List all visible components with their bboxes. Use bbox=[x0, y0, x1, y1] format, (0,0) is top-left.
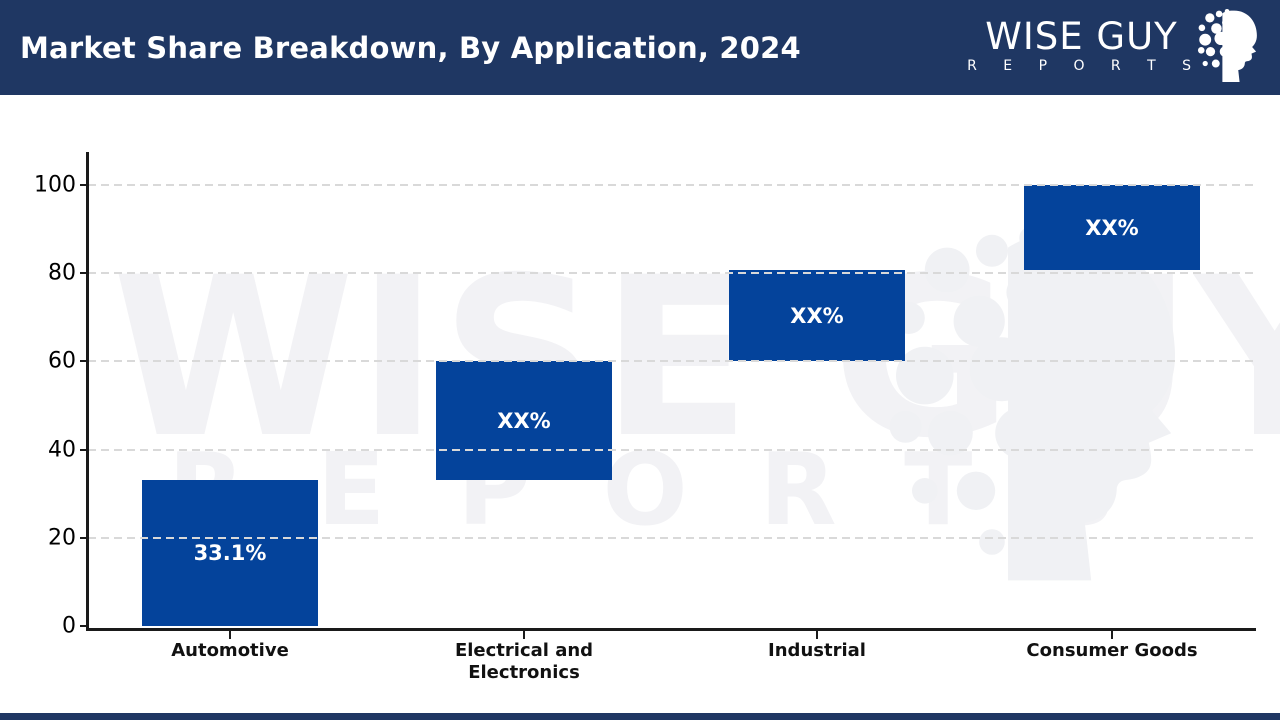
bar-value-label: XX% bbox=[790, 303, 844, 328]
footer-bar bbox=[0, 713, 1280, 720]
bar-value-label: 33.1% bbox=[193, 541, 267, 565]
y-tick-80 bbox=[80, 272, 88, 275]
y-tick-label-60: 60 bbox=[48, 348, 76, 374]
y-tick-40 bbox=[80, 448, 88, 451]
y-tick-100 bbox=[80, 184, 88, 186]
brand-logo-text: WISE GUY R E P O R T S bbox=[961, 15, 1202, 74]
y-tick-label-20: 20 bbox=[48, 525, 76, 551]
bar-segment: XX% bbox=[436, 361, 612, 481]
brand-subname: R E P O R T S bbox=[967, 57, 1202, 74]
gridline-80 bbox=[88, 272, 1256, 275]
y-tick-label-100: 100 bbox=[34, 172, 76, 198]
x-tick bbox=[523, 630, 525, 639]
y-tick-label-40: 40 bbox=[48, 437, 76, 463]
y-tick-0 bbox=[80, 625, 88, 627]
category-label: Industrial bbox=[768, 640, 866, 661]
category-label: Electrical and Electronics bbox=[454, 640, 594, 683]
y-tick-60 bbox=[80, 360, 88, 363]
gridline-20 bbox=[88, 536, 1256, 539]
gridline-60 bbox=[88, 360, 1256, 363]
y-tick-20 bbox=[80, 536, 88, 539]
category-label: Automotive bbox=[171, 640, 289, 661]
bar-value-label: XX% bbox=[497, 408, 551, 433]
chart-title: Market Share Breakdown, By Application, … bbox=[20, 30, 801, 65]
watermark-face-icon bbox=[889, 226, 1176, 581]
bar-segment: XX% bbox=[729, 270, 905, 362]
x-axis-line bbox=[86, 628, 1256, 631]
brand-face-icon bbox=[1197, 8, 1257, 83]
bar-value-label: XX% bbox=[1085, 215, 1139, 240]
x-tick bbox=[1111, 630, 1113, 639]
category-label: Consumer Goods bbox=[1026, 640, 1198, 661]
x-tick bbox=[229, 630, 231, 639]
bar-segment: 33.1% bbox=[142, 480, 318, 626]
gridline-100 bbox=[88, 184, 1256, 186]
y-tick-label-80: 80 bbox=[48, 260, 76, 286]
brand-logo: WISE GUY R E P O R T S bbox=[961, 8, 1270, 84]
bar-segment: XX% bbox=[1024, 185, 1200, 271]
brand-name: WISE GUY bbox=[985, 15, 1178, 59]
y-axis-line bbox=[86, 152, 89, 630]
header-bar: Market Share Breakdown, By Application, … bbox=[0, 0, 1280, 95]
x-tick bbox=[816, 630, 818, 639]
y-tick-label-0: 0 bbox=[62, 613, 76, 639]
gridline-40 bbox=[88, 448, 1256, 451]
